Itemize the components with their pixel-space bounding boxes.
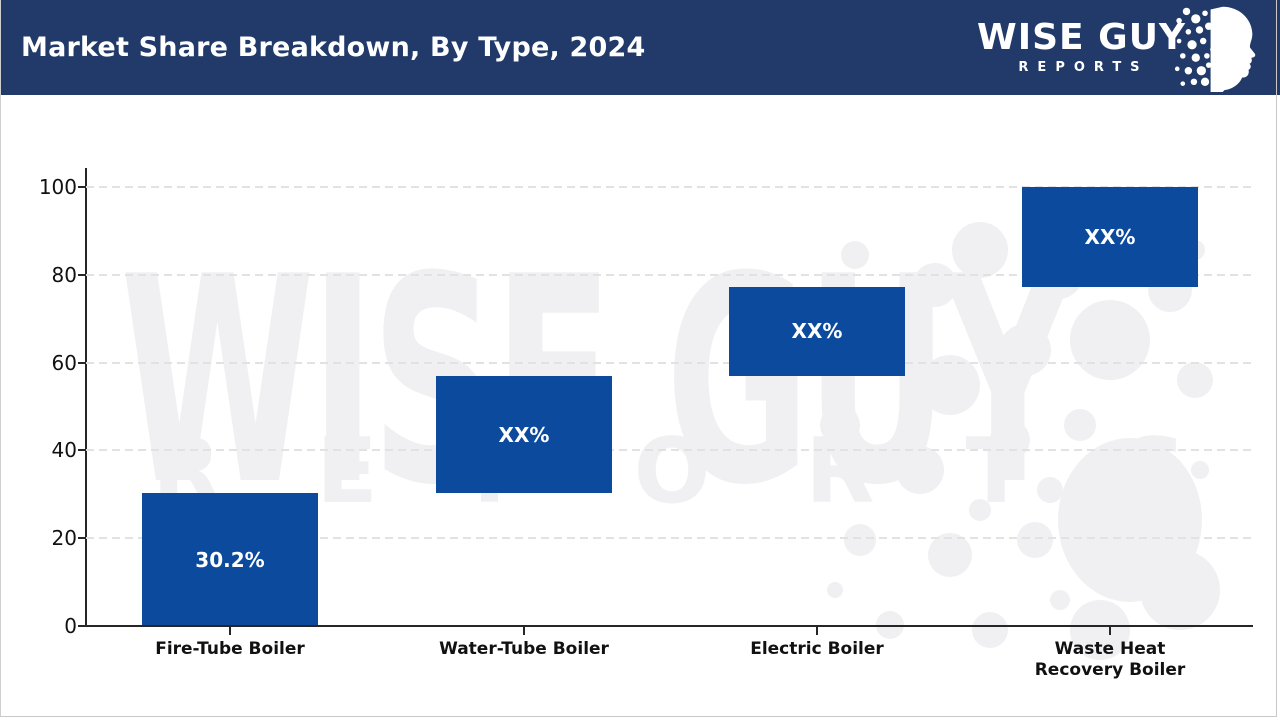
y-tick-80 <box>78 273 86 276</box>
y-tick-label-80: 80 <box>51 262 77 287</box>
x-tick-Waste Heat Recovery Boiler <box>1109 627 1111 635</box>
wiseguy-face-icon <box>1174 6 1256 92</box>
y-tick-0 <box>78 625 86 627</box>
bar-Water-Tube Boiler: XX% <box>436 375 612 494</box>
bar-Fire-Tube Boiler: 30.2% <box>142 493 318 626</box>
x-axis-label-Fire-Tube Boiler: Fire-Tube Boiler <box>110 639 350 660</box>
y-tick-label-0: 0 <box>64 614 77 638</box>
x-axis-label-Waste Heat Recovery Boiler: Waste Heat Recovery Boiler <box>990 639 1230 682</box>
x-tick-Fire-Tube Boiler <box>229 627 231 635</box>
page-title: Market Share Breakdown, By Type, 2024 <box>21 32 646 63</box>
x-axis-label-Electric Boiler: Electric Boiler <box>697 639 937 660</box>
y-tick-label-60: 60 <box>51 350 77 375</box>
bar-value-label: XX% <box>791 319 843 344</box>
y-tick-100 <box>78 186 86 188</box>
y-tick-60 <box>78 361 86 364</box>
y-tick-20 <box>78 537 86 540</box>
y-tick-40 <box>78 449 86 452</box>
x-axis-label-line: Electric Boiler <box>750 639 884 659</box>
x-tick-Water-Tube Boiler <box>523 627 525 635</box>
x-axis-label-line: Waste Heat <box>1054 639 1166 659</box>
bar-Waste Heat Recovery Boiler: XX% <box>1022 187 1198 287</box>
gridline-100 <box>86 186 1253 188</box>
x-axis-label-line: Fire-Tube Boiler <box>155 639 305 659</box>
header-bar: Market Share Breakdown, By Type, 2024 WI… <box>0 0 1280 95</box>
wiseguy-logo: WISE GUY REPORTS <box>977 0 1266 95</box>
x-axis-label-line: Water-Tube Boiler <box>439 639 609 659</box>
wiseguy-logo-name: WISE GUY <box>976 17 1186 58</box>
x-axis-label-line: Recovery Boiler <box>1034 660 1186 681</box>
bar-value-label: XX% <box>498 422 550 447</box>
y-tick-label-20: 20 <box>51 526 77 551</box>
y-tick-label-100: 100 <box>38 175 77 199</box>
x-axis-line <box>85 625 1253 627</box>
x-tick-Electric Boiler <box>816 627 818 635</box>
gridline-20 <box>86 537 1253 540</box>
bar-Electric Boiler: XX% <box>729 286 905 376</box>
wiseguy-logo-sub: REPORTS <box>1018 60 1149 75</box>
bar-value-label: 30.2% <box>195 547 265 572</box>
bar-value-label: XX% <box>1084 224 1136 249</box>
y-axis-line <box>85 168 87 627</box>
gridline-40 <box>86 449 1253 452</box>
gridline-80 <box>86 273 1253 276</box>
wiseguy-logo-text: WISE GUY REPORTS <box>976 17 1186 76</box>
gridline-60 <box>86 361 1253 364</box>
y-tick-label-40: 40 <box>51 438 77 463</box>
x-axis-label-Water-Tube Boiler: Water-Tube Boiler <box>404 639 644 660</box>
